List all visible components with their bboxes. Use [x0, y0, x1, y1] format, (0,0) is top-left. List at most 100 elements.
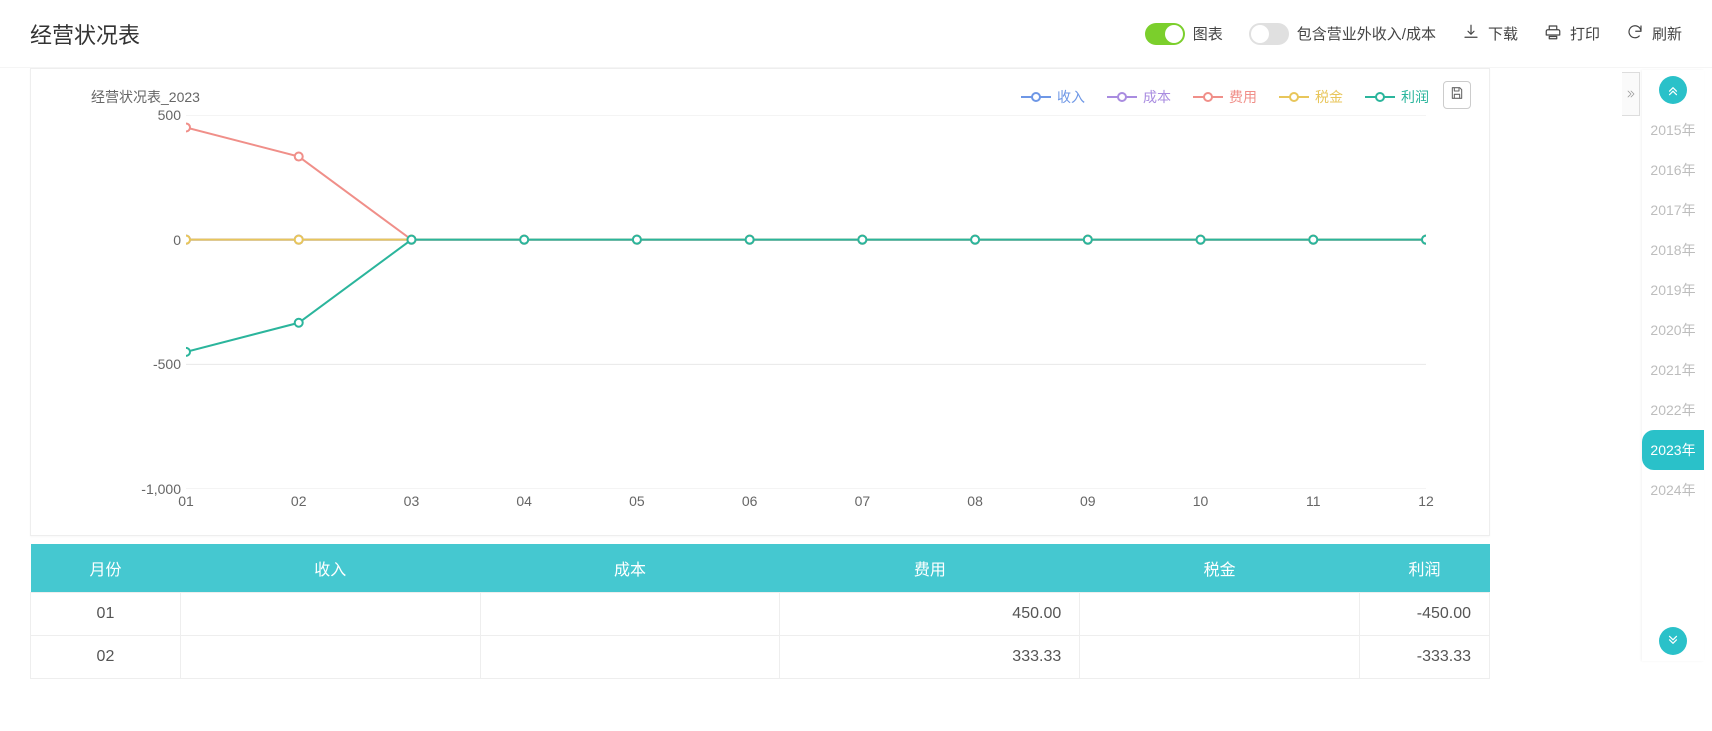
year-option[interactable]: 2017年 [1642, 190, 1704, 230]
series-line-profit [186, 240, 1426, 352]
collapse-year-rail-button[interactable] [1622, 72, 1640, 116]
page-title: 经营状况表 [30, 18, 140, 50]
legend-item-tax[interactable]: 税金 [1279, 87, 1343, 107]
refresh-button[interactable]: 刷新 [1626, 23, 1682, 45]
chart-toggle-label: 图表 [1193, 23, 1223, 44]
y-tick-label: 500 [158, 107, 181, 123]
chart-title: 经营状况表_2023 [91, 87, 200, 107]
year-option[interactable]: 2024年 [1642, 470, 1704, 510]
series-marker-profit[interactable] [1084, 236, 1092, 244]
table-cell [480, 636, 780, 679]
table-cell: -333.33 [1360, 636, 1490, 679]
year-option[interactable]: 2015年 [1642, 110, 1704, 150]
year-scroll-up-button[interactable] [1659, 76, 1687, 104]
legend-swatch-icon [1365, 91, 1395, 103]
print-icon [1544, 23, 1562, 45]
chart-toggle-switch[interactable] [1145, 23, 1185, 45]
print-button[interactable]: 打印 [1544, 23, 1600, 45]
series-marker-profit[interactable] [971, 236, 979, 244]
table-cell: 02 [31, 636, 181, 679]
x-tick-label: 03 [404, 493, 420, 509]
y-tick-label: 0 [173, 232, 181, 248]
chart-card: 经营状况表_2023 收入 成本 费用 税金 利润 500 0 -500 -1,000 01 0… [30, 68, 1490, 536]
series-marker-profit[interactable] [1422, 236, 1426, 244]
series-marker-profit[interactable] [858, 236, 866, 244]
legend-item-profit[interactable]: 利润 [1365, 87, 1429, 107]
table-cell: 450.00 [780, 593, 1080, 636]
series-marker-expense[interactable] [186, 123, 190, 131]
year-option[interactable]: 2016年 [1642, 150, 1704, 190]
chart-toggle[interactable]: 图表 [1145, 23, 1223, 45]
table-header-cell: 成本 [480, 544, 780, 593]
table-header-cell: 月份 [31, 544, 181, 593]
refresh-icon [1626, 23, 1644, 45]
series-marker-profit[interactable] [295, 319, 303, 327]
series-marker-expense[interactable] [295, 153, 303, 161]
table-header-cell: 费用 [780, 544, 1080, 593]
legend-swatch-icon [1107, 91, 1137, 103]
download-button[interactable]: 下载 [1462, 23, 1518, 45]
legend-swatch-icon [1193, 91, 1223, 103]
print-label: 打印 [1570, 23, 1600, 44]
legend-label: 成本 [1143, 87, 1171, 107]
year-option[interactable]: 2023年 [1642, 430, 1704, 470]
table-row: 01450.00-450.00 [31, 593, 1490, 636]
series-marker-tax[interactable] [186, 236, 190, 244]
series-marker-profit[interactable] [186, 348, 190, 356]
legend-label: 税金 [1315, 87, 1343, 107]
table-header-cell: 利润 [1360, 544, 1490, 593]
table-cell [180, 636, 480, 679]
x-tick-label: 08 [967, 493, 983, 509]
year-rail: 2015年2016年2017年2018年2019年2020年2021年2022年… [1642, 70, 1704, 661]
main-content: 经营状况表_2023 收入成本费用税金利润 5000-500-1,000 010… [30, 68, 1490, 731]
series-marker-profit[interactable] [1197, 236, 1205, 244]
x-tick-label: 05 [629, 493, 645, 509]
x-tick-label: 06 [742, 493, 758, 509]
table-header-cell: 税金 [1080, 544, 1360, 593]
year-option[interactable]: 2020年 [1642, 310, 1704, 350]
x-tick-label: 02 [291, 493, 307, 509]
year-option[interactable]: 2022年 [1642, 390, 1704, 430]
download-icon [1462, 23, 1480, 45]
chart-save-button[interactable] [1443, 81, 1471, 109]
legend-item-expense[interactable]: 费用 [1193, 87, 1257, 107]
x-tick-label: 12 [1418, 493, 1434, 509]
x-tick-label: 04 [516, 493, 532, 509]
table-cell [480, 593, 780, 636]
year-option[interactable]: 2021年 [1642, 350, 1704, 390]
save-icon [1449, 85, 1465, 106]
extra-income-toggle[interactable]: 包含营业外收入/成本 [1249, 23, 1436, 45]
series-marker-profit[interactable] [1309, 236, 1317, 244]
year-scroll-down-button[interactable] [1659, 627, 1687, 655]
toolbar: 经营状况表 图表 包含营业外收入/成本 下载 打印 刷新 [0, 0, 1712, 68]
legend-swatch-icon [1279, 91, 1309, 103]
legend-item-income[interactable]: 收入 [1021, 87, 1085, 107]
data-table: 月份收入成本费用税金利润 01450.00-450.0002333.33-333… [30, 544, 1490, 679]
series-marker-profit[interactable] [520, 236, 528, 244]
y-tick-label: -500 [153, 356, 181, 372]
y-tick-label: -1,000 [141, 481, 181, 497]
table-header-cell: 收入 [180, 544, 480, 593]
year-option[interactable]: 2018年 [1642, 230, 1704, 270]
legend-item-cost[interactable]: 成本 [1107, 87, 1171, 107]
x-tick-label: 11 [1306, 493, 1321, 509]
series-marker-tax[interactable] [295, 236, 303, 244]
x-tick-label: 01 [178, 493, 194, 509]
year-option[interactable]: 2019年 [1642, 270, 1704, 310]
chart-legend: 收入 成本 费用 税金 利润 [1021, 87, 1429, 107]
table-cell [1080, 636, 1360, 679]
legend-label: 收入 [1057, 87, 1085, 107]
download-label: 下载 [1488, 23, 1518, 44]
extra-income-toggle-switch[interactable] [1249, 23, 1289, 45]
table-cell: 333.33 [780, 636, 1080, 679]
table-row: 02 333.33 -333.33 [31, 636, 1490, 679]
x-tick-label: 07 [855, 493, 871, 509]
x-tick-label: 10 [1193, 493, 1209, 509]
series-marker-profit[interactable] [746, 236, 754, 244]
series-marker-profit[interactable] [407, 236, 415, 244]
table-cell: -450.00 [1360, 593, 1490, 636]
chart-plot-area [186, 115, 1426, 489]
legend-label: 费用 [1229, 87, 1257, 107]
series-marker-profit[interactable] [633, 236, 641, 244]
series-line-expense [186, 127, 1426, 239]
